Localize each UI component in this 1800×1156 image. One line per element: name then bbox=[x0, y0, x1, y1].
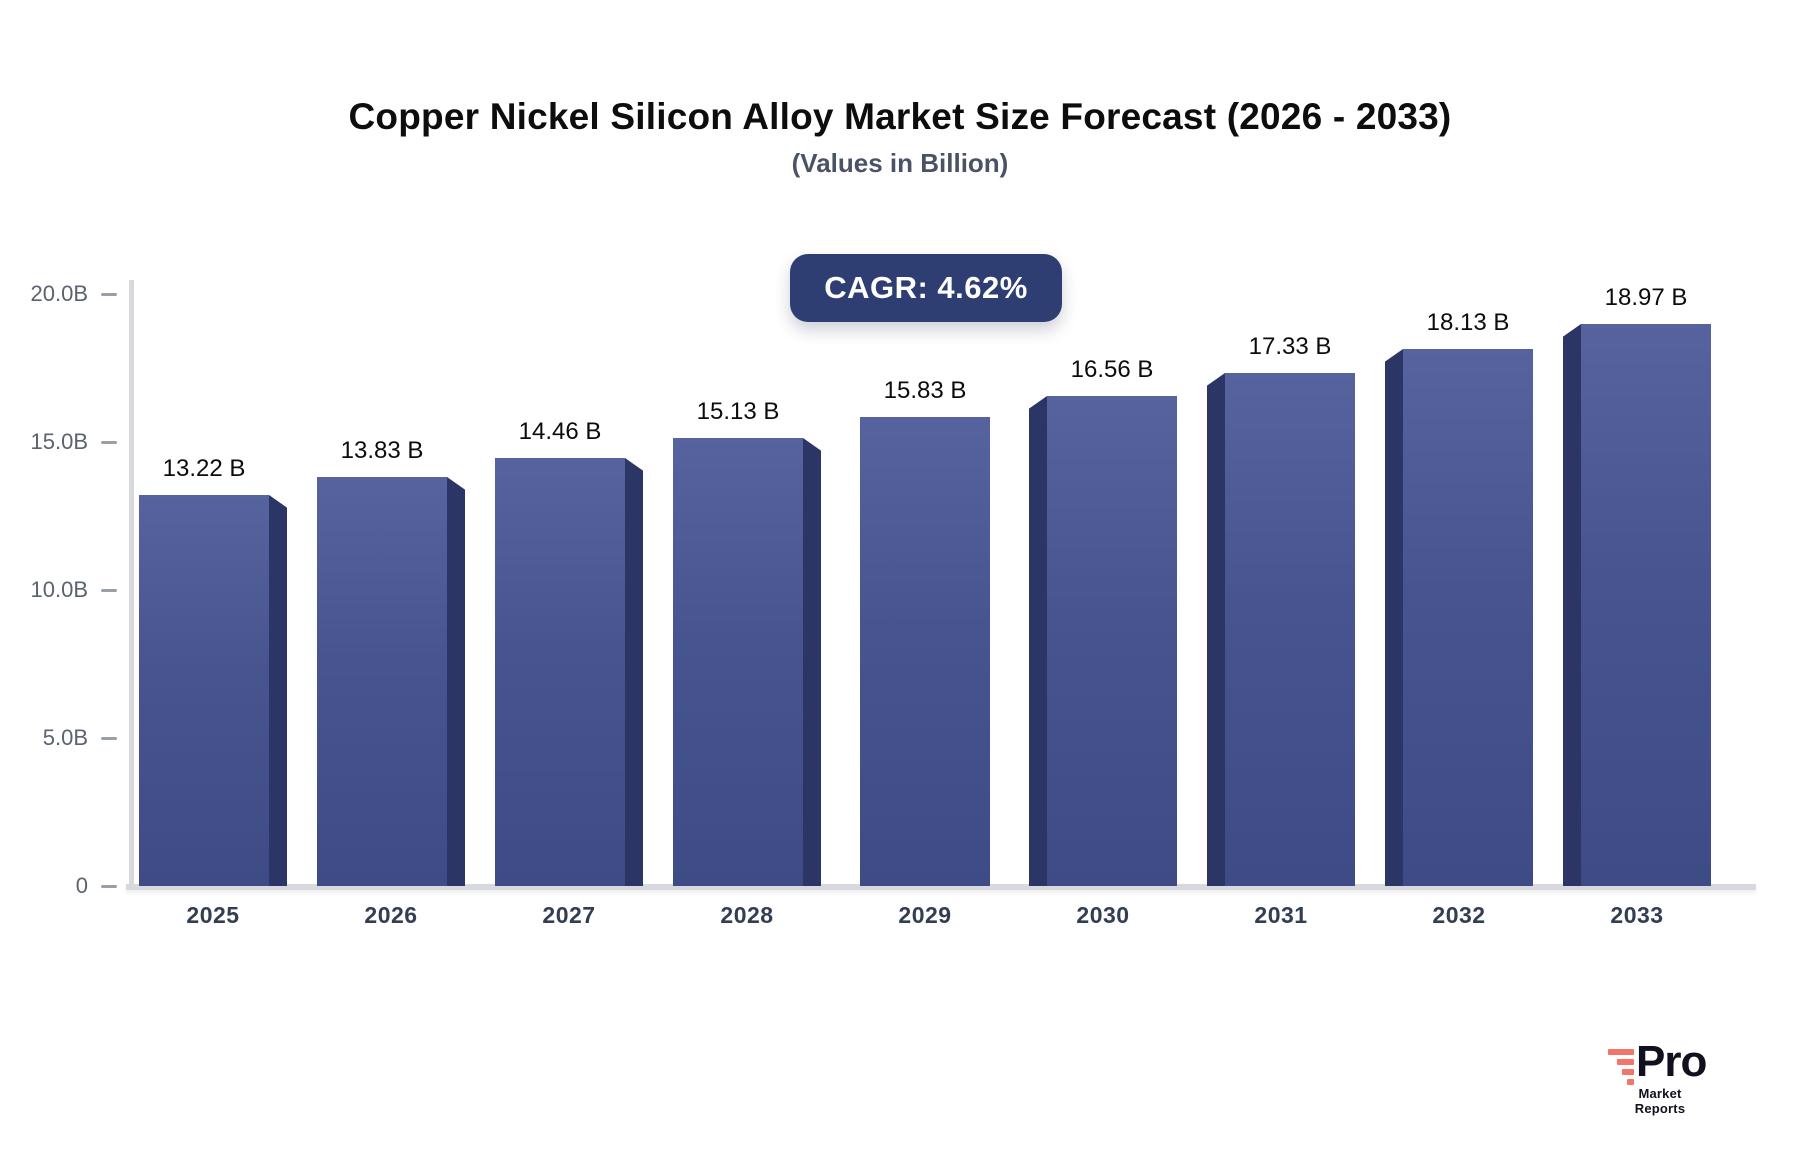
x-tick-label: 2033 bbox=[1610, 902, 1664, 928]
bar-front-face bbox=[317, 477, 447, 886]
y-tick-label: 15.0B bbox=[30, 429, 89, 454]
bar-front-face bbox=[860, 417, 990, 886]
bar-front-face bbox=[1047, 396, 1177, 886]
x-tick-label: 2031 bbox=[1254, 902, 1308, 928]
bar-front-face bbox=[1403, 349, 1533, 886]
bar-value-label: 13.22 B bbox=[162, 455, 246, 482]
chart-title: Copper Nickel Silicon Alloy Market Size … bbox=[348, 96, 1452, 137]
y-tick-mark bbox=[101, 293, 117, 296]
bar-side-face bbox=[803, 438, 821, 886]
bar-side-face bbox=[269, 495, 287, 886]
logo-text: Pro bbox=[1636, 1037, 1707, 1086]
bar-side-face bbox=[1563, 324, 1581, 886]
bar-value-label: 17.33 B bbox=[1248, 333, 1332, 360]
y-axis-line bbox=[129, 280, 134, 888]
x-tick-label: 2027 bbox=[542, 902, 596, 928]
bar-2030 bbox=[1029, 396, 1177, 886]
y-tick-label: 0 bbox=[75, 873, 88, 898]
bar-front-face bbox=[1225, 373, 1355, 886]
bar-2028 bbox=[673, 438, 821, 886]
cagr-badge: CAGR: 4.62% bbox=[790, 254, 1062, 322]
y-tick-mark bbox=[101, 589, 117, 592]
x-tick-label: 2032 bbox=[1432, 902, 1486, 928]
bar-value-label: 18.13 B bbox=[1426, 309, 1510, 336]
x-axis-line bbox=[126, 884, 1756, 890]
y-tick-mark bbox=[101, 441, 117, 444]
y-tick-label: 20.0B bbox=[30, 281, 89, 306]
x-tick-label: 2030 bbox=[1076, 902, 1130, 928]
bar-2031 bbox=[1207, 373, 1355, 886]
logo: Pro Market Reports bbox=[1606, 1040, 1776, 1116]
bar-2025 bbox=[139, 495, 287, 886]
bar-front-face bbox=[673, 438, 803, 886]
x-tick-label: 2026 bbox=[364, 902, 418, 928]
bar-2029 bbox=[860, 417, 990, 886]
logo-tagline: Market Reports bbox=[1634, 1086, 1686, 1116]
bar-front-face bbox=[139, 495, 269, 886]
bar-2027 bbox=[495, 458, 643, 886]
bar-side-face bbox=[625, 458, 643, 886]
bar-front-face bbox=[495, 458, 625, 886]
bar-value-label: 13.83 B bbox=[340, 437, 424, 464]
y-tick-mark bbox=[101, 885, 117, 888]
chart-subtitle: (Values in Billion) bbox=[791, 148, 1009, 178]
logo-bars-icon bbox=[1606, 1049, 1634, 1085]
bar-side-face bbox=[1385, 349, 1403, 886]
y-tick-mark bbox=[101, 737, 117, 740]
bar-2033 bbox=[1563, 324, 1711, 886]
x-tick-label: 2028 bbox=[720, 902, 774, 928]
bar-front-face bbox=[1581, 324, 1711, 886]
bar-value-label: 16.56 B bbox=[1070, 356, 1154, 383]
x-tick-label: 2025 bbox=[186, 902, 240, 928]
bar-value-label: 15.13 B bbox=[696, 398, 780, 425]
bar-side-face bbox=[1029, 396, 1047, 886]
bar-value-label: 14.46 B bbox=[518, 418, 602, 445]
y-tick-label: 5.0B bbox=[42, 725, 88, 750]
bar-value-label: 18.97 B bbox=[1604, 284, 1688, 311]
y-tick-label: 10.0B bbox=[30, 577, 89, 602]
bar-value-label: 15.83 B bbox=[883, 377, 967, 404]
bar-2032 bbox=[1385, 349, 1533, 886]
bar-2026 bbox=[317, 477, 465, 886]
x-tick-label: 2029 bbox=[898, 902, 952, 928]
bar-side-face bbox=[1207, 373, 1225, 886]
logo-row: Pro bbox=[1606, 1040, 1776, 1085]
bar-side-face bbox=[447, 477, 465, 886]
cagr-badge-label: CAGR: 4.62% bbox=[824, 270, 1028, 305]
